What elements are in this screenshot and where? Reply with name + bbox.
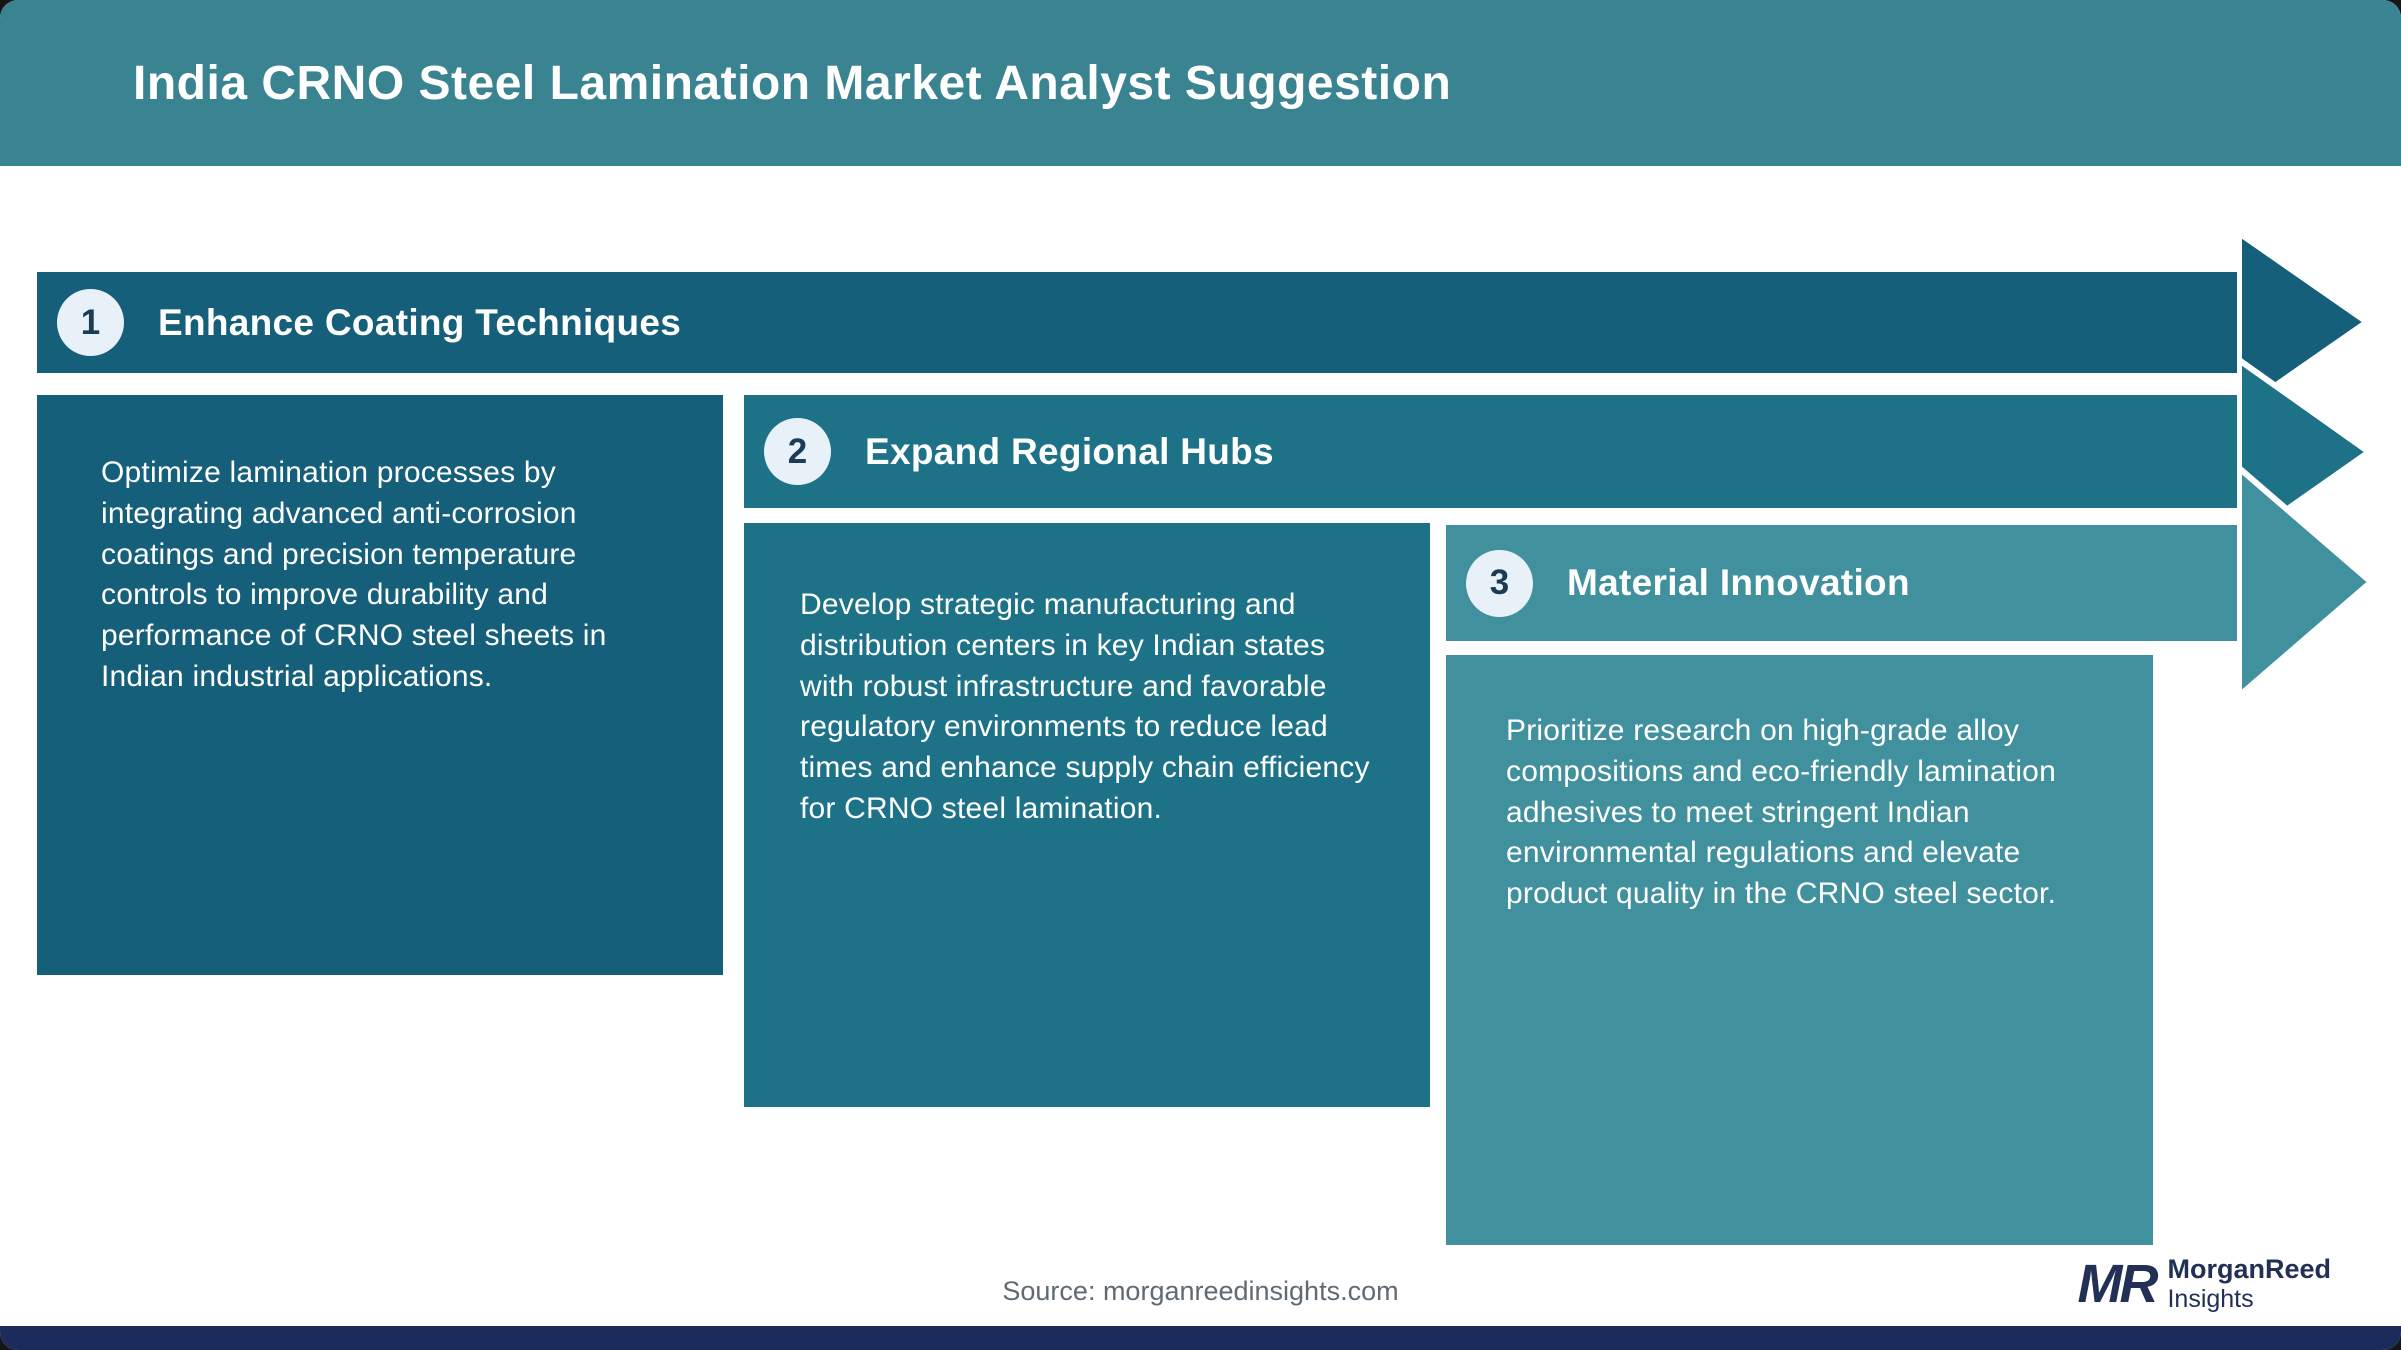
brand-text: MorganReed Insights: [2167, 1254, 2331, 1314]
step-description-2: Develop strategic manufacturing and dist…: [800, 588, 1370, 825]
step-title-3: Material Innovation: [1567, 562, 1910, 603]
step-description-3: Prioritize research on high-grade alloy …: [1506, 714, 2057, 911]
step-description-1: Optimize lamination processes by integra…: [101, 456, 607, 693]
arrow-right-icon-3: [2236, 462, 2376, 702]
step-title-2: Expand Regional Hubs: [865, 430, 1274, 472]
step-description-box-2: Develop strategic manufacturing and dist…: [744, 523, 1430, 1107]
page-title: India CRNO Steel Lamination Market Analy…: [133, 56, 1452, 110]
step-number-badge-3: 3: [1466, 549, 1533, 617]
step-number-1: 1: [80, 302, 101, 342]
header-bar: India CRNO Steel Lamination Market Analy…: [0, 0, 2401, 166]
source-text: Source: morganreedinsights.com: [1002, 1276, 1399, 1306]
step-title-1: Enhance Coating Techniques: [158, 301, 682, 343]
arrow-right-icon-1: [2236, 227, 2373, 417]
brand-logo: MR MorganReed Insights: [2077, 1254, 2331, 1314]
step-description-box-3: Prioritize research on high-grade alloy …: [1446, 655, 2153, 1245]
bottom-strip: [0, 1326, 2401, 1350]
step-number-3: 3: [1489, 563, 1510, 602]
step-banner-3: 3 Material Innovation: [1446, 525, 2237, 641]
brand-name: MorganReed: [2167, 1254, 2331, 1285]
step-banner-2: 2 Expand Regional Hubs: [744, 395, 2237, 508]
step-number-badge-1: 1: [57, 289, 124, 356]
step-number-badge-2: 2: [764, 418, 831, 485]
step-description-box-1: Optimize lamination processes by integra…: [37, 395, 723, 975]
mr-monogram-icon: MR: [2077, 1254, 2158, 1315]
brand-tagline: Insights: [2167, 1285, 2254, 1314]
step-banner-1: 1 Enhance Coating Techniques: [37, 272, 2237, 373]
step-number-2: 2: [787, 431, 808, 471]
